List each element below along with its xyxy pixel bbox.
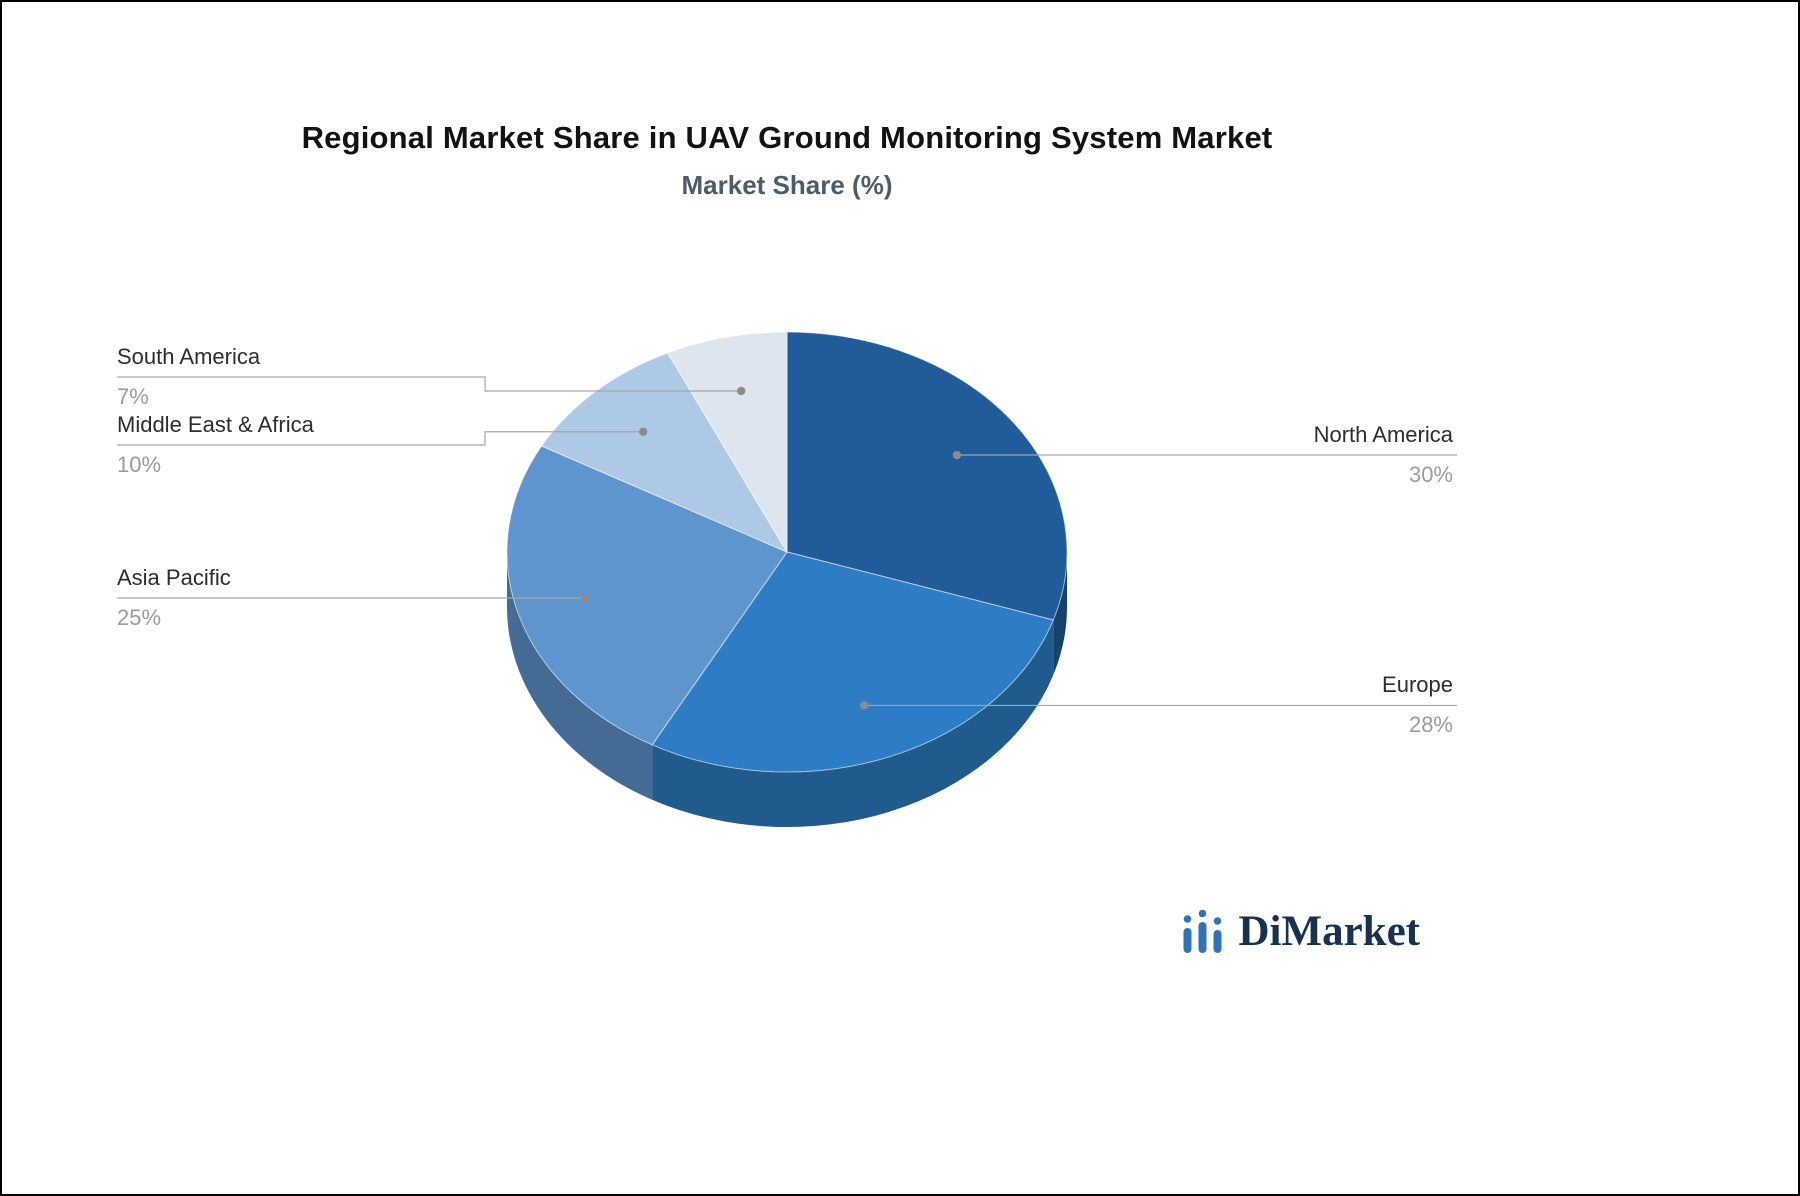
callout-dot-middle-east-africa [639, 427, 648, 436]
callout-value-south-america: 7% [117, 384, 149, 409]
pie-slice-north-america [786, 331, 1068, 621]
callout-dot-asia-pacific [581, 593, 590, 603]
pie-slice-middle-east-africa [541, 352, 788, 553]
pie-slice-south-america [667, 331, 788, 553]
callout-label-south-america: South America [117, 344, 261, 369]
brand-logo: DiMarket [1180, 907, 1421, 956]
callout-label-asia-pacific: Asia Pacific [117, 565, 231, 591]
pie-slice-europe [651, 551, 1054, 773]
pie-slice-side-europe [652, 619, 1054, 827]
callout-line-south-america [117, 376, 742, 392]
callout-dot-south-america [736, 386, 746, 396]
pie-slice-side-asia-pacific [507, 552, 653, 800]
callout-value-middle-east-africa: 10% [117, 452, 162, 477]
callout-label-europe: Europe [1382, 672, 1453, 698]
chart-subtitle: Market Share (%) [681, 170, 893, 200]
pie-slice-asia-pacific [506, 445, 788, 746]
callout-line-middle-east-africa [117, 431, 644, 446]
bar-chart-icon [1183, 909, 1221, 953]
callout-value-north-america: 30% [1408, 462, 1453, 487]
callout-value-europe: 28% [1408, 712, 1453, 738]
callout-value-asia-pacific: 25% [117, 605, 162, 631]
callout-dot-europe [860, 701, 869, 710]
callout-label-middle-east-africa: Middle East & Africa [117, 412, 314, 437]
pie-slice-side-north-america [1053, 552, 1067, 675]
callout-label-north-america: North America [1313, 422, 1453, 447]
chart-title: Regional Market Share in UAV Ground Moni… [301, 120, 1273, 155]
brand-name: DiMarket [1238, 908, 1421, 955]
callout-dot-north-america [952, 450, 962, 460]
